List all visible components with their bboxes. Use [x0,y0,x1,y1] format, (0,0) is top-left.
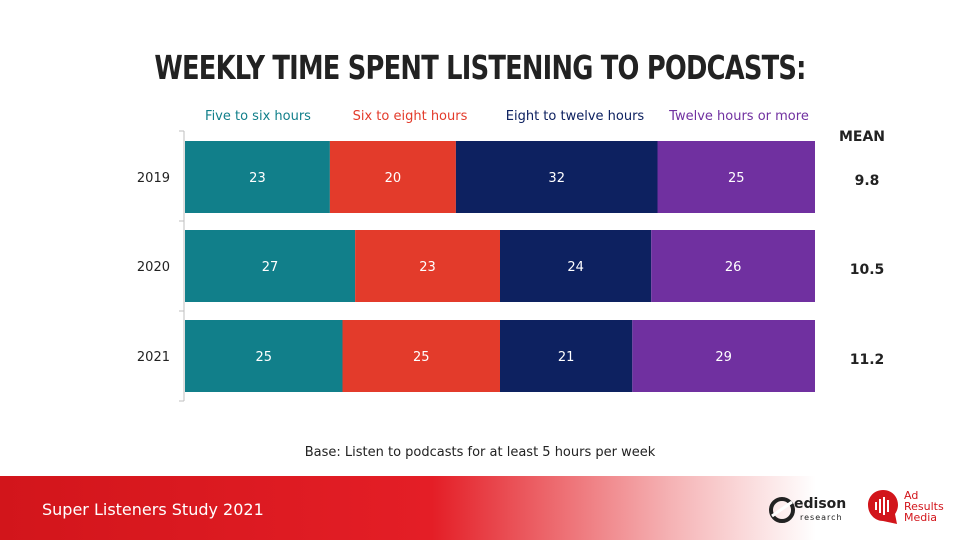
study-name: Super Listeners Study 2021 [42,500,264,519]
edison-logo-subtext: research [800,513,843,522]
data-label-2020-1: 27 [262,260,279,275]
arm-line-ad: Ad [904,489,919,502]
category-label-2021: 2021 [137,350,170,365]
category-label-2019: 2019 [137,171,170,186]
arm-line-results: Results [904,500,944,513]
data-label-2020-3: 24 [567,260,584,275]
data-label-2021-1: 25 [255,350,272,365]
data-label-2020-2: 23 [419,260,436,275]
legend-entry-1: Five to six hours [205,109,311,124]
data-label-2019-2: 20 [385,171,402,186]
ad-results-media-logo-icon [868,490,898,524]
edison-logo-text: edison [794,496,847,512]
bar-segment-2021-4 [632,320,815,392]
base-note: Base: Listen to podcasts for at least 5 … [304,445,656,460]
footer-bar: Super Listeners Study 2021 edison resear… [0,476,960,540]
data-label-2021-2: 25 [413,350,430,365]
mean-value-2019: 9.8 [855,173,880,189]
bar-segment-2020-4 [651,230,815,302]
data-label-2019-1: 23 [249,171,266,186]
data-label-2021-4: 29 [715,350,732,365]
bar-segment-2019-1 [185,141,330,213]
category-label-2020: 2020 [137,260,170,275]
legend-entry-4: Twelve hours or more [668,109,809,124]
data-label-2019-3: 32 [548,171,565,186]
chart-title: Weekly time spent listening to podcasts: [154,48,806,87]
legend-entry-2: Six to eight hours [353,109,468,124]
edison-logo-icon [769,497,795,523]
bar-segment-2020-3 [500,230,652,302]
bar-segment-2019-3 [455,141,658,213]
bar-segment-2020-1 [185,230,356,302]
arm-line-media: Media [904,511,938,524]
bar-segment-2021-1 [185,320,343,392]
data-label-2020-4: 26 [725,260,742,275]
legend-entry-3: Eight to twelve hours [506,109,645,124]
mean-value-2020: 10.5 [850,262,885,278]
bar-segment-2021-3 [500,320,633,392]
mean-header: MEAN [839,129,885,145]
data-label-2021-3: 21 [558,350,575,365]
bar-segment-2019-2 [329,141,456,213]
stacked-bar-chart: Five to six hours Six to eight hours Eight… [137,109,885,402]
ad-results-media-logo-text: Ad Results Media [904,490,944,523]
bar-segment-2021-2 [342,320,500,392]
bar-segment-2019-4 [657,141,815,213]
mean-value-2021: 11.2 [850,352,885,368]
bar-segment-2020-2 [355,230,500,302]
data-label-2019-4: 25 [728,171,745,186]
